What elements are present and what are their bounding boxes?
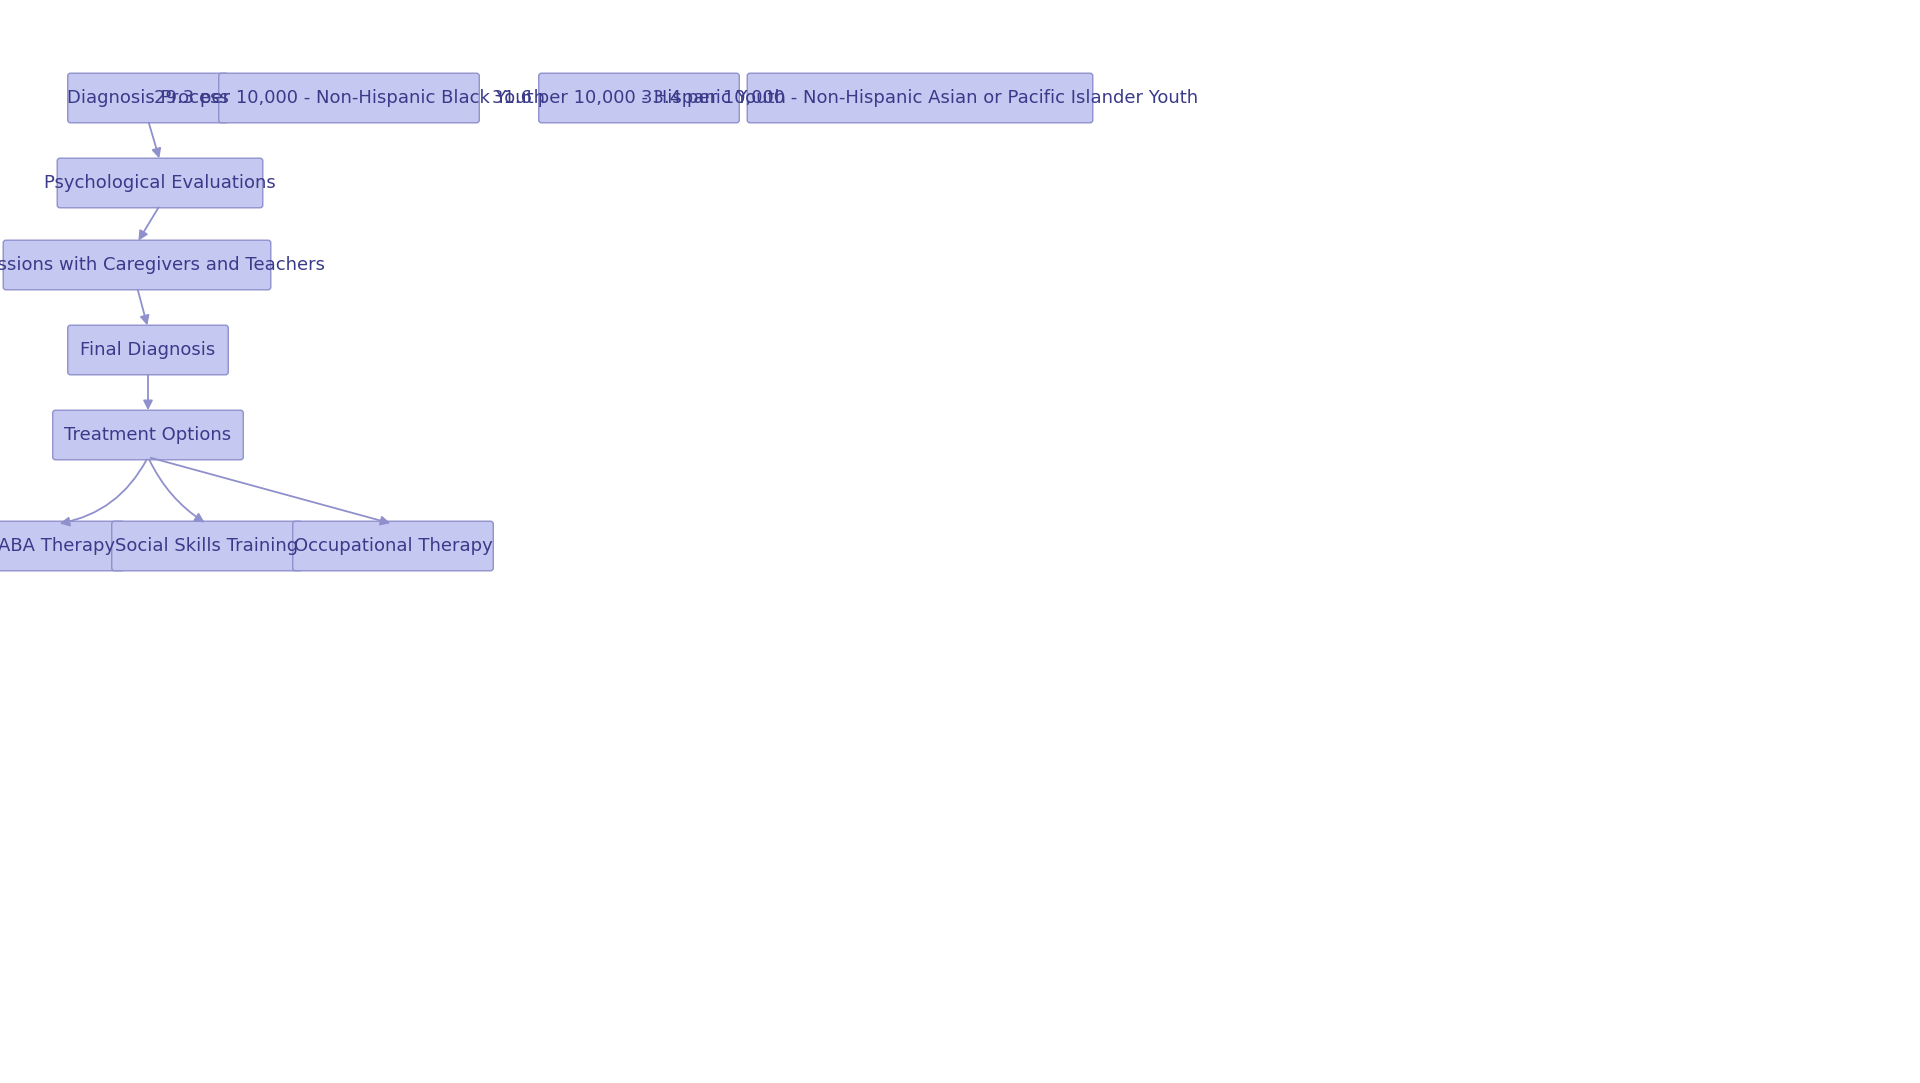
FancyBboxPatch shape	[292, 521, 493, 571]
Text: ABA Therapy: ABA Therapy	[0, 537, 115, 554]
FancyBboxPatch shape	[540, 74, 739, 122]
FancyBboxPatch shape	[0, 521, 125, 571]
FancyBboxPatch shape	[52, 410, 244, 460]
Text: Treatment Options: Treatment Options	[65, 426, 232, 444]
FancyBboxPatch shape	[747, 74, 1092, 122]
Text: Final Diagnosis: Final Diagnosis	[81, 341, 215, 358]
Text: Diagnosis Process: Diagnosis Process	[67, 89, 228, 107]
Text: 31.6 per 10,000 - Hispanic Youth: 31.6 per 10,000 - Hispanic Youth	[492, 89, 785, 107]
Text: Occupational Therapy: Occupational Therapy	[294, 537, 492, 554]
FancyBboxPatch shape	[219, 74, 480, 122]
Text: 29.3 per 10,000 - Non-Hispanic Black Youth: 29.3 per 10,000 - Non-Hispanic Black You…	[154, 89, 545, 107]
Text: Discussions with Caregivers and Teachers: Discussions with Caregivers and Teachers	[0, 256, 326, 274]
FancyBboxPatch shape	[111, 521, 301, 571]
Text: Psychological Evaluations: Psychological Evaluations	[44, 174, 276, 192]
Text: 33.4 per 10,000 - Non-Hispanic Asian or Pacific Islander Youth: 33.4 per 10,000 - Non-Hispanic Asian or …	[641, 89, 1198, 107]
Text: Social Skills Training: Social Skills Training	[115, 537, 300, 554]
FancyBboxPatch shape	[67, 74, 228, 122]
FancyBboxPatch shape	[4, 240, 271, 290]
FancyBboxPatch shape	[58, 158, 263, 208]
FancyBboxPatch shape	[67, 325, 228, 375]
